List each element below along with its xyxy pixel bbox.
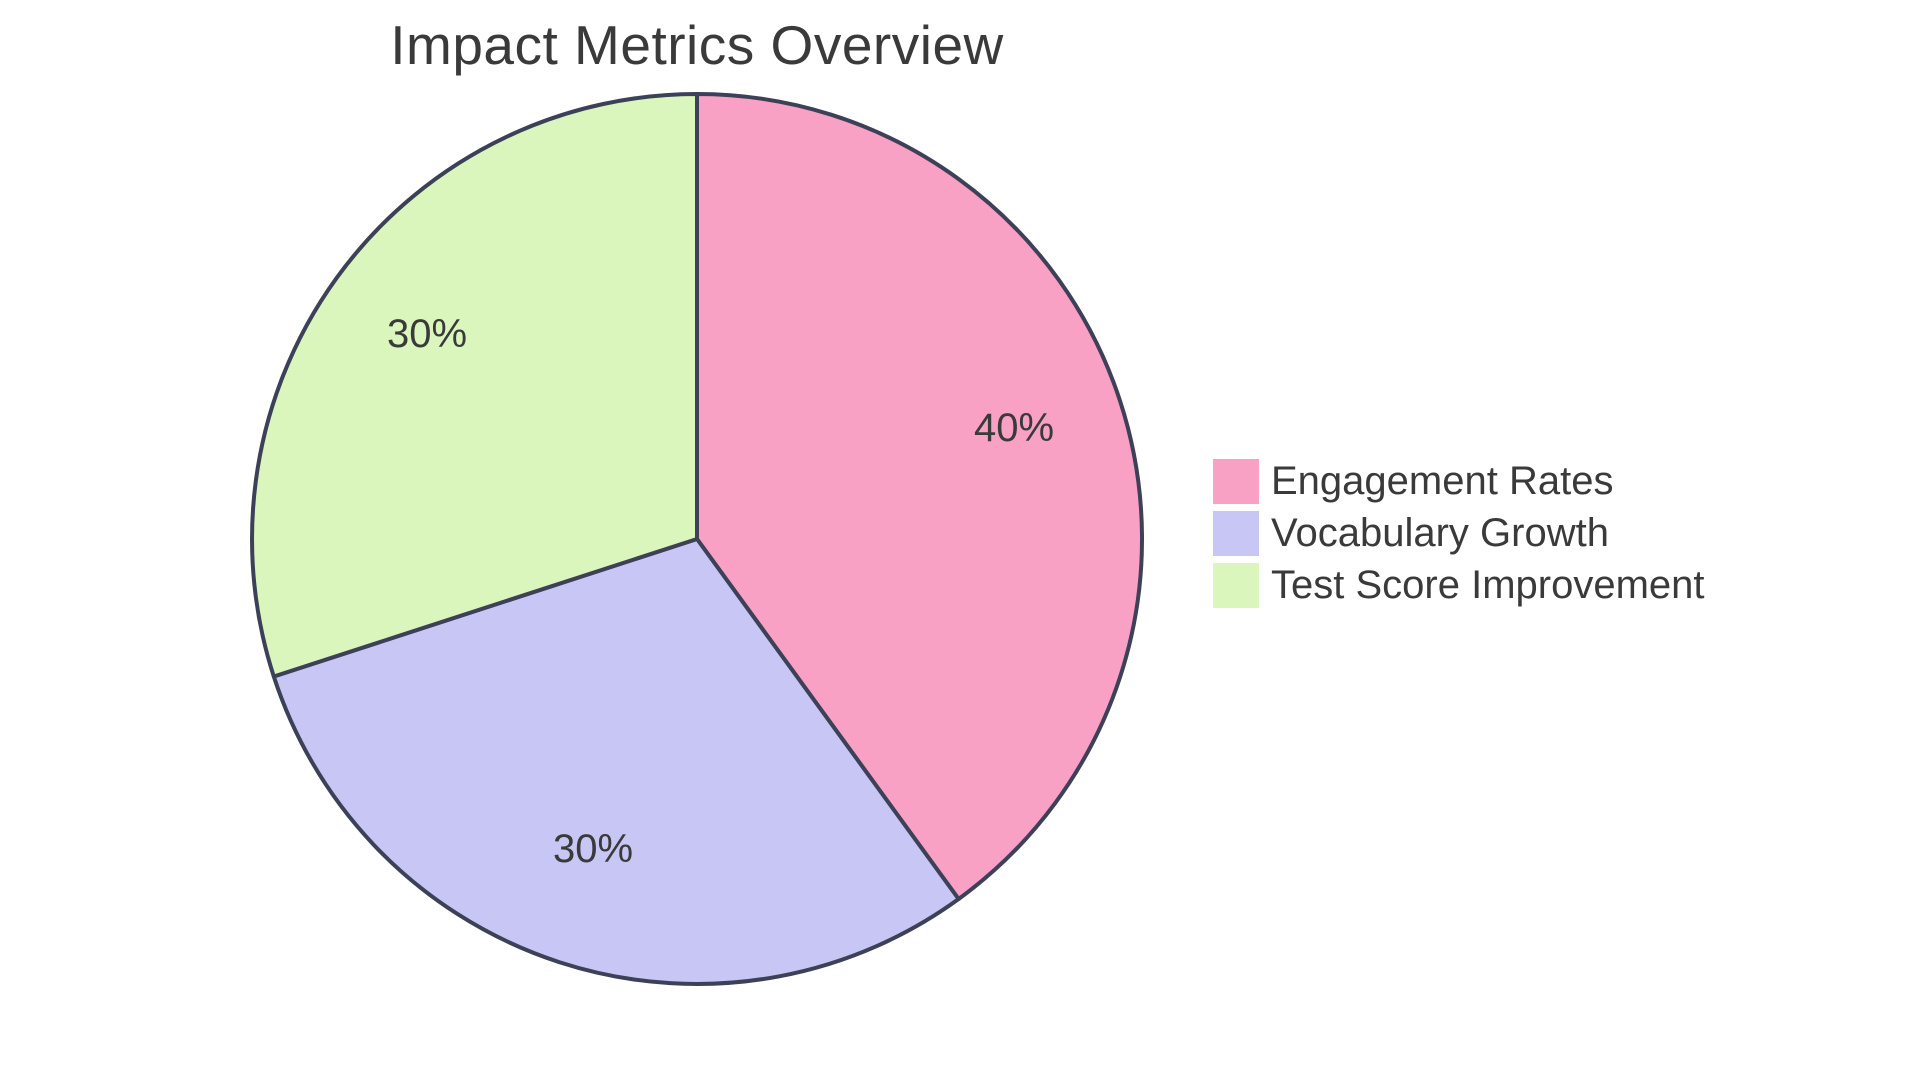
- legend-item-label: Test Score Improvement: [1271, 563, 1705, 607]
- pie-slice-test-score-improvement[interactable]: [250, 92, 699, 679]
- legend-swatch-test-score-improvement: [1213, 563, 1259, 608]
- legend-swatch-vocabulary-growth: [1213, 511, 1259, 556]
- slice-label-test-score-improvement: 30%: [387, 312, 467, 356]
- legend-item-test-score-improvement[interactable]: Test Score Improvement: [1213, 563, 1705, 608]
- legend-swatch-engagement-rates: [1213, 459, 1259, 504]
- legend-item-label: Vocabulary Growth: [1271, 511, 1609, 555]
- legend-item-vocabulary-growth[interactable]: Vocabulary Growth: [1213, 511, 1705, 556]
- legend-item-engagement-rates[interactable]: Engagement Rates: [1213, 459, 1705, 504]
- legend: Engagement Rates Vocabulary Growth Test …: [1213, 459, 1705, 608]
- chart-title: Impact Metrics Overview: [390, 14, 1004, 76]
- legend-item-label: Engagement Rates: [1271, 459, 1614, 503]
- slice-label-vocabulary-growth: 30%: [553, 827, 633, 871]
- pie-slice-engagement-rates[interactable]: [695, 92, 1145, 901]
- pie-slice-vocabulary-growth[interactable]: [271, 537, 961, 986]
- slice-label-engagement-rates: 40%: [974, 406, 1054, 450]
